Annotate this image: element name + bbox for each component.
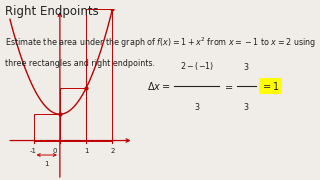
Bar: [60, 88, 86, 141]
Text: three rectangles and right endpoints.: three rectangles and right endpoints.: [5, 59, 155, 68]
Text: $3$: $3$: [243, 61, 250, 72]
Text: $\Delta x =$: $\Delta x =$: [147, 80, 171, 92]
Text: Right Endpoints: Right Endpoints: [5, 5, 99, 18]
Text: $= 1$: $= 1$: [261, 80, 280, 92]
Text: 1: 1: [84, 148, 88, 154]
Text: 2: 2: [110, 148, 115, 154]
Bar: [86, 9, 113, 141]
Text: Estimate the area under the graph of $f(x) = 1 + x^2$ from $x = -1$ to $x = 2$ u: Estimate the area under the graph of $f(…: [5, 36, 316, 50]
Text: 1: 1: [44, 161, 49, 167]
Text: $3$: $3$: [194, 101, 200, 112]
Text: -1: -1: [30, 148, 37, 154]
Bar: [34, 114, 60, 141]
Text: $=$: $=$: [223, 81, 234, 91]
Text: 0: 0: [53, 148, 57, 154]
Text: $3$: $3$: [243, 101, 250, 112]
Text: $2-(-1)$: $2-(-1)$: [180, 60, 214, 72]
